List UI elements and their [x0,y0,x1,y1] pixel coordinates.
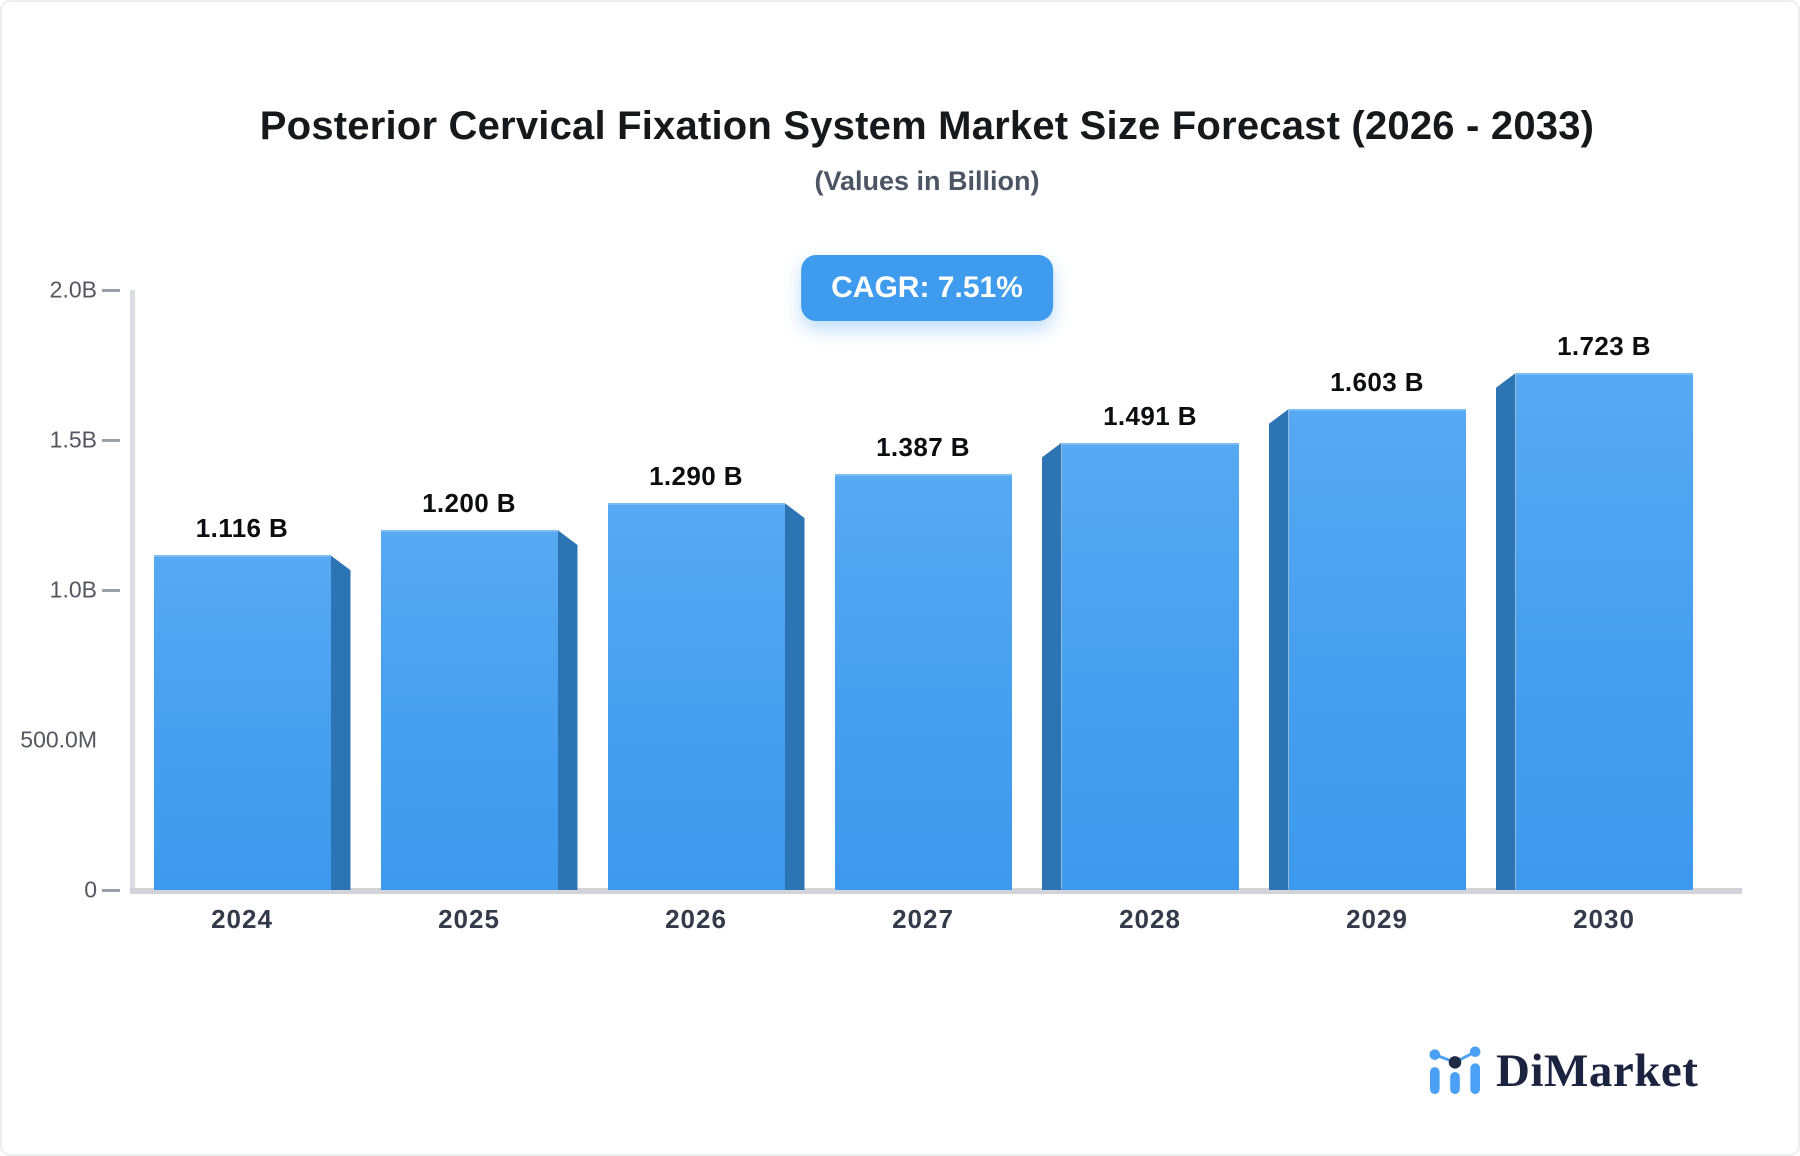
brand-logo: DiMarket [1426,1044,1698,1098]
bar-line-chart-icon [1429,1046,1481,1095]
y-tick-label: 2.0B [49,276,97,303]
bar-3d-side [784,503,805,890]
cagr-badge: CAGR: 7.51% [801,255,1053,321]
y-tick-label: 500.0M [20,726,97,753]
y-tick-dash [102,288,120,292]
bar [1288,409,1466,890]
y-tick-label: 1.5B [49,426,97,453]
x-axis-label: 2029 [1346,904,1408,934]
bar-value-label: 1.387 B [876,431,970,462]
bar-value-label: 1.603 B [1330,367,1424,398]
chart-title: Posterior Cervical Fixation System Marke… [259,104,1595,148]
bar-value-label: 1.200 B [422,488,516,518]
x-axis-label: 2026 [665,904,727,934]
bar-value-label: 1.116 B [195,513,289,544]
x-axis-label: 2030 [1573,904,1635,934]
chart-subtitle: (Values in Billion) [814,166,1040,196]
x-axis-label: 2027 [892,904,954,934]
bar-3d-side [557,530,578,890]
bar-3d-side [330,555,351,890]
y-axis-line [130,290,135,890]
bar-value-label: 1.491 B [1103,400,1197,431]
bar [1061,442,1239,890]
x-axis-label: 2025 [438,904,500,934]
bar [607,503,785,890]
brand-name: DiMarket [1496,1045,1699,1097]
bar-3d-side [1268,409,1289,890]
x-axis-label: 2028 [1119,904,1181,934]
x-axis-label: 2024 [211,904,273,934]
y-tick-label: 1.0B [49,576,97,603]
bar-value-label: 1.290 B [649,461,743,491]
y-tick-dash [102,888,120,892]
bar-value-label: 1.723 B [1557,331,1651,362]
bar [834,473,1012,890]
y-tick-dash [102,588,120,592]
bar [1515,373,1693,890]
y-tick-label: 0 [84,876,97,903]
y-tick-dash [102,438,120,442]
x-axis-baseline [130,888,1742,894]
bar [153,555,331,890]
bar [380,530,558,890]
bar-3d-side [1041,442,1062,890]
bar-3d-side [1495,373,1516,890]
